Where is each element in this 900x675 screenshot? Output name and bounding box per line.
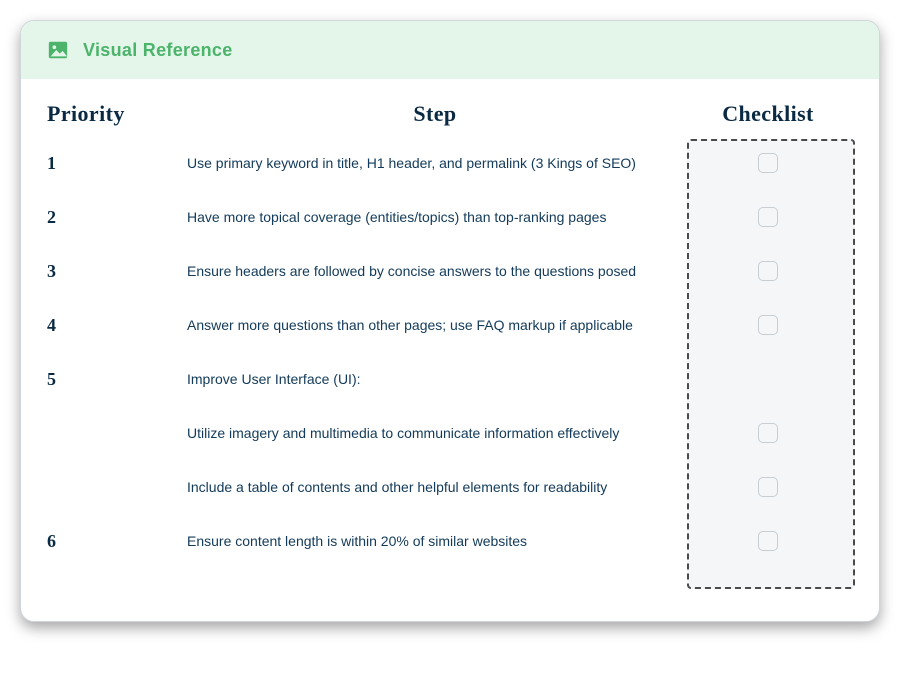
table-row: 4Answer more questions than other pages;… (47, 315, 853, 369)
card-content: Priority Step Checklist 1Use primary key… (21, 79, 879, 621)
checkbox[interactable] (758, 315, 778, 335)
checklist-cell (683, 261, 853, 281)
step-cell: Ensure headers are followed by concise a… (187, 261, 683, 281)
checkbox[interactable] (758, 153, 778, 173)
column-header-priority: Priority (47, 101, 187, 153)
checklist-cell (683, 153, 853, 173)
checklist-cell (683, 477, 853, 497)
rows-container: 1Use primary keyword in title, H1 header… (47, 153, 853, 585)
step-cell: Have more topical coverage (entities/top… (187, 207, 683, 227)
checklist-cell (683, 207, 853, 227)
checklist-cell (683, 531, 853, 551)
table-row: 2Have more topical coverage (entities/to… (47, 207, 853, 261)
table-row: 3Ensure headers are followed by concise … (47, 261, 853, 315)
card-header: Visual Reference (21, 21, 879, 79)
priority-cell: 1 (47, 153, 187, 174)
checkbox[interactable] (758, 207, 778, 227)
column-header-step: Step (187, 101, 683, 153)
checkbox[interactable] (758, 531, 778, 551)
step-cell: Answer more questions than other pages; … (187, 315, 683, 335)
step-cell: Improve User Interface (UI): (187, 369, 683, 389)
image-icon (47, 39, 69, 61)
step-cell: Utilize imagery and multimedia to commun… (187, 423, 683, 443)
table-row: Include a table of contents and other he… (47, 477, 853, 531)
table-row: 1Use primary keyword in title, H1 header… (47, 153, 853, 207)
checkbox[interactable] (758, 477, 778, 497)
table-row: 5Improve User Interface (UI): (47, 369, 853, 423)
checklist-cell (683, 315, 853, 335)
priority-cell: 4 (47, 315, 187, 336)
step-cell: Ensure content length is within 20% of s… (187, 531, 683, 551)
priority-cell: 6 (47, 531, 187, 552)
priority-cell: 3 (47, 261, 187, 282)
column-header-checklist: Checklist (683, 101, 853, 153)
table-row: 6Ensure content length is within 20% of … (47, 531, 853, 585)
checklist-cell (683, 423, 853, 443)
step-cell: Use primary keyword in title, H1 header,… (187, 153, 683, 173)
checkbox[interactable] (758, 423, 778, 443)
priority-cell: 2 (47, 207, 187, 228)
table-row: Utilize imagery and multimedia to commun… (47, 423, 853, 477)
priority-cell: 5 (47, 369, 187, 390)
visual-reference-card: Visual Reference Priority Step Checklist… (20, 20, 880, 622)
card-title: Visual Reference (83, 40, 233, 61)
checkbox[interactable] (758, 261, 778, 281)
step-cell: Include a table of contents and other he… (187, 477, 683, 497)
